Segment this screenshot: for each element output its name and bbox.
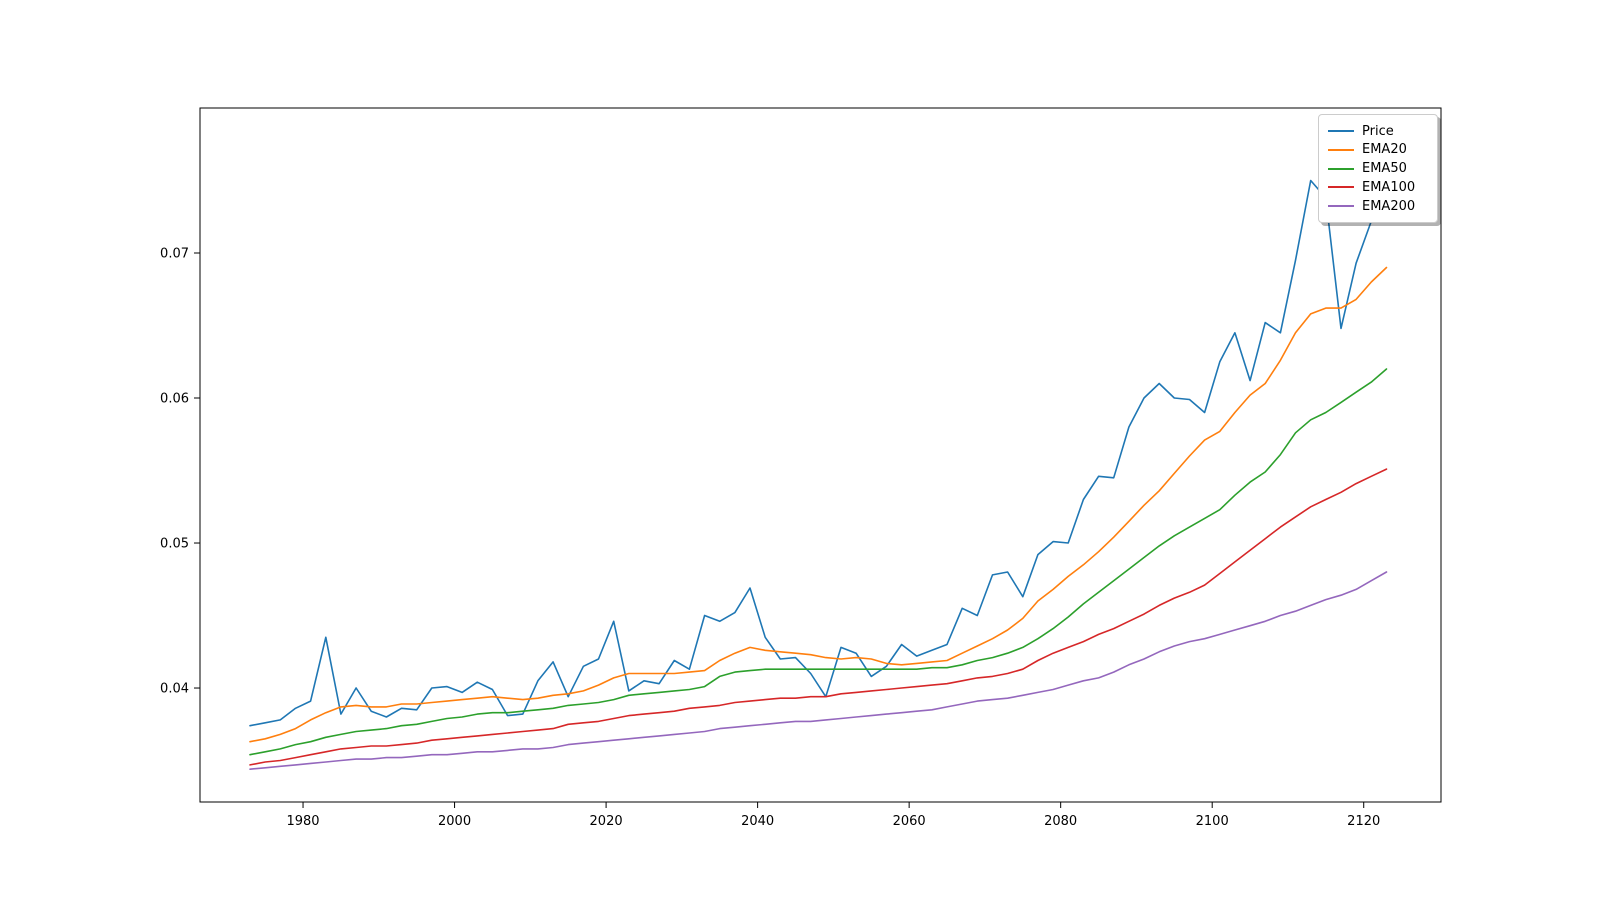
x-tick-label: 2000 (438, 814, 471, 829)
legend-entry-price: Price (1328, 122, 1428, 140)
legend-line-sample-ema20 (1328, 148, 1354, 151)
legend-entry-ema200: EMA200 (1328, 197, 1428, 215)
legend-entry-ema100: EMA100 (1328, 178, 1428, 196)
legend-line-sample-ema100 (1328, 186, 1354, 189)
x-tick-label: 2060 (893, 814, 926, 829)
legend-label-price: Price (1362, 123, 1394, 139)
series-line-ema100 (249, 468, 1388, 766)
series-line-price (249, 179, 1388, 727)
x-tick-label: 1980 (286, 814, 319, 829)
series-lines (249, 179, 1388, 771)
x-tick-label: 2120 (1347, 814, 1380, 829)
plot-border (199, 107, 1442, 803)
x-tick-label: 2080 (1044, 814, 1077, 829)
legend: Price EMA20 EMA50 EMA100 EMA200 (1318, 114, 1438, 223)
y-tick-label: 0.05 (160, 537, 189, 552)
legend-line-sample-price (1328, 130, 1354, 132)
legend-entry-ema50: EMA50 (1328, 160, 1428, 178)
series-line-ema50 (249, 368, 1388, 756)
y-tick-label: 0.04 (160, 682, 189, 697)
legend-label-ema20: EMA20 (1362, 142, 1407, 158)
axes-spines (199, 107, 1442, 803)
series-line-ema200 (249, 571, 1388, 771)
axes-ticks: 1980 2000 2020 2040 2060 2080 2100 2120 0.04 0.05… (160, 247, 1380, 829)
legend-label-ema50: EMA50 (1362, 161, 1407, 176)
series-line-ema20 (249, 266, 1388, 743)
y-tick-label: 0.07 (160, 247, 189, 262)
legend-entry-ema20: EMA20 (1328, 141, 1428, 159)
x-tick-label: 2040 (741, 814, 774, 829)
x-tick-label: 2100 (1196, 814, 1229, 829)
legend-label-ema200: EMA200 (1362, 198, 1416, 214)
legend-label-ema100: EMA100 (1362, 179, 1416, 195)
legend-line-sample-ema50 (1328, 167, 1354, 170)
legend-line-sample-ema200 (1328, 205, 1354, 207)
y-tick-label: 0.06 (160, 392, 189, 407)
x-tick-label: 2020 (590, 814, 623, 829)
